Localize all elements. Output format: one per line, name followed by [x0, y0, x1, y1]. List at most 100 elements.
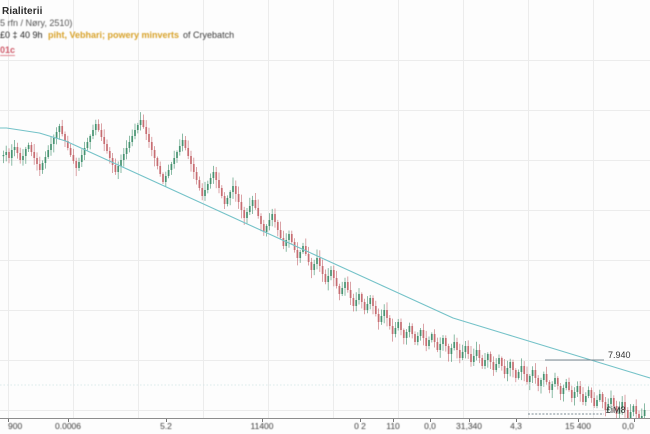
candle-body	[363, 302, 366, 310]
candle-body	[72, 155, 75, 161]
candle-body	[41, 163, 44, 170]
candle-body	[215, 172, 218, 180]
candle-body	[75, 161, 78, 168]
moving-average-line	[0, 127, 650, 379]
candle-body	[643, 410, 646, 416]
candle-body	[453, 342, 456, 348]
annotation-highlight: piht, Vebhari; powery minverts	[48, 30, 180, 40]
candle-body	[397, 322, 400, 328]
ticker-label: 01c	[0, 45, 16, 56]
candle-body	[55, 132, 58, 138]
ticker-row: 01c	[0, 40, 16, 58]
candle-body	[587, 390, 590, 396]
candle-body	[240, 202, 243, 210]
candle-body	[148, 134, 150, 142]
candle-body	[254, 200, 257, 208]
candle-body	[83, 148, 86, 155]
candle-body	[344, 282, 346, 288]
candle-body	[156, 158, 159, 166]
candle-body	[416, 336, 419, 342]
candle-body	[204, 190, 206, 196]
candle-body	[624, 402, 626, 410]
candle-body	[304, 246, 307, 254]
candle-body	[425, 338, 428, 346]
candle-body	[307, 254, 310, 262]
candle-body	[103, 137, 106, 144]
candle-body	[576, 386, 579, 392]
candle-body	[274, 214, 276, 222]
candle-body	[400, 322, 402, 330]
candle-body	[190, 156, 192, 164]
candle-body	[526, 374, 528, 382]
candle-body	[554, 378, 556, 384]
candle-body	[321, 266, 324, 274]
candle-body	[324, 274, 327, 282]
candle-body	[265, 226, 268, 232]
candle-body	[66, 141, 69, 148]
x-axis-line	[0, 418, 650, 419]
candle-body	[598, 394, 601, 400]
candle-body	[568, 382, 570, 390]
x-axis-ticks: 900 0.0006 5.2 11400 0 2 110 0,0 31,340 4,3 15 40…	[0, 419, 650, 434]
candle-body	[388, 318, 391, 326]
x-axis-tick-label: 0 2	[354, 421, 366, 431]
candle-body	[100, 130, 103, 137]
candle-body	[520, 366, 523, 372]
candle-body	[635, 406, 638, 414]
candle-body	[282, 238, 285, 246]
x-axis-tick-label: 0.0006	[55, 421, 81, 431]
candle-body	[52, 138, 55, 144]
candle-body	[604, 402, 607, 410]
candle-body	[176, 152, 178, 158]
candle-body	[78, 162, 80, 168]
candle-body	[30, 145, 33, 152]
candle-body	[332, 270, 335, 278]
candle-body	[369, 298, 372, 304]
candle-body	[573, 392, 576, 398]
candle-body	[542, 374, 545, 380]
candle-body	[394, 328, 397, 334]
chart-meta-row: £0 ‡ 40 9h	[0, 30, 43, 40]
candle-body	[632, 406, 635, 412]
candle-body	[285, 240, 288, 246]
candle-body	[257, 208, 260, 216]
candle-body	[562, 388, 565, 394]
x-axis-tick-label: 900	[8, 421, 23, 431]
candle-body	[33, 152, 36, 158]
candle-body	[260, 216, 262, 224]
candle-body	[5, 152, 8, 155]
candle-body	[545, 374, 548, 382]
candle-body	[209, 178, 212, 184]
candle-body	[94, 124, 97, 130]
candle-body	[374, 306, 377, 314]
candle-body	[444, 338, 447, 346]
x-axis-tick-mark	[166, 419, 167, 422]
candle-body	[164, 176, 167, 182]
candle-body	[447, 346, 450, 354]
candle-body	[223, 196, 226, 204]
candle-body	[548, 382, 551, 390]
candle-body	[626, 410, 629, 418]
candle-body	[271, 214, 274, 220]
candle-body	[262, 224, 265, 232]
candle-body	[310, 262, 313, 270]
x-axis-tick-mark	[469, 419, 470, 422]
candle-body	[92, 130, 94, 136]
candle-body	[248, 206, 251, 212]
x-axis-tick-label: 5.2	[160, 421, 172, 431]
candle-body	[296, 250, 299, 258]
candle-body	[198, 180, 201, 188]
candle-body	[366, 304, 369, 310]
chart-meta-value: £0 ‡ 40 9h	[0, 30, 43, 40]
candle-body	[145, 127, 148, 134]
candle-body	[551, 384, 554, 390]
candle-body	[122, 154, 125, 160]
candle-body	[590, 390, 593, 398]
candle-body	[486, 354, 489, 360]
candle-body	[419, 330, 422, 336]
candle-body	[38, 164, 41, 170]
candle-body	[612, 398, 615, 406]
candle-body	[461, 352, 464, 358]
candle-body	[316, 258, 318, 264]
